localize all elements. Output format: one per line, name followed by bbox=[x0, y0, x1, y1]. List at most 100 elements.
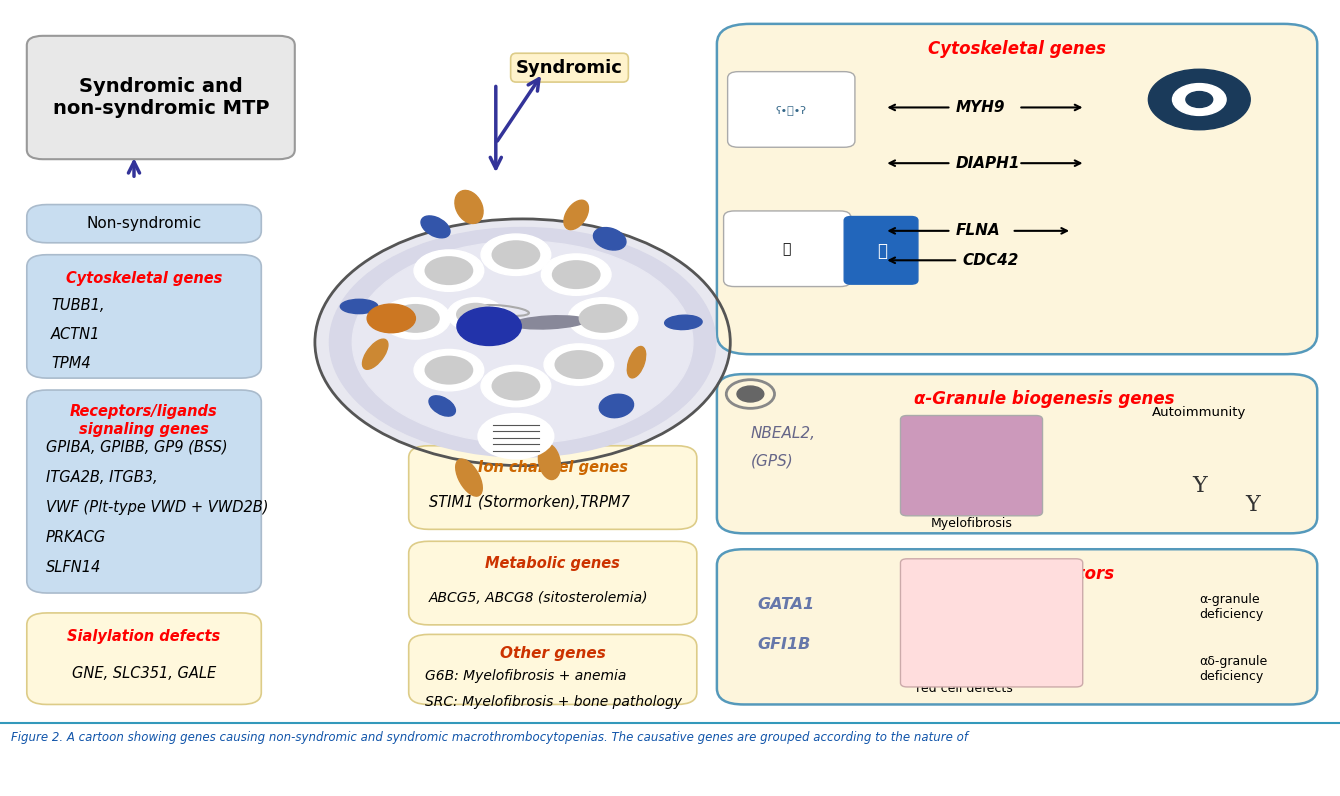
FancyBboxPatch shape bbox=[27, 613, 261, 704]
Text: Syndromic: Syndromic bbox=[516, 59, 623, 76]
Text: VWF (Plt-type VWD + VWD2B): VWF (Plt-type VWD + VWD2B) bbox=[46, 500, 268, 515]
Text: Ion channel genes: Ion channel genes bbox=[478, 460, 627, 475]
Circle shape bbox=[330, 228, 716, 457]
FancyBboxPatch shape bbox=[409, 634, 697, 704]
FancyBboxPatch shape bbox=[844, 217, 918, 284]
Circle shape bbox=[414, 250, 484, 291]
Ellipse shape bbox=[564, 201, 588, 229]
FancyBboxPatch shape bbox=[900, 416, 1043, 516]
Text: ACTN1: ACTN1 bbox=[51, 327, 100, 342]
Ellipse shape bbox=[421, 216, 450, 238]
Circle shape bbox=[1148, 69, 1250, 130]
Ellipse shape bbox=[665, 315, 702, 330]
FancyBboxPatch shape bbox=[409, 541, 697, 625]
Circle shape bbox=[544, 344, 614, 385]
Ellipse shape bbox=[429, 396, 456, 416]
Text: αδ-granule
deficiency: αδ-granule deficiency bbox=[1199, 655, 1268, 683]
Circle shape bbox=[367, 304, 415, 333]
FancyBboxPatch shape bbox=[724, 211, 851, 287]
Ellipse shape bbox=[454, 190, 484, 224]
Circle shape bbox=[456, 302, 496, 326]
Ellipse shape bbox=[599, 394, 634, 418]
Text: Autoimmunity: Autoimmunity bbox=[1152, 406, 1246, 419]
Text: Sialylation defects: Sialylation defects bbox=[67, 629, 221, 644]
Text: NBEAL2,: NBEAL2, bbox=[750, 426, 816, 441]
Text: Syndromic and
non-syndromic MTP: Syndromic and non-syndromic MTP bbox=[52, 77, 269, 118]
Circle shape bbox=[381, 298, 450, 339]
FancyBboxPatch shape bbox=[900, 559, 1083, 687]
FancyBboxPatch shape bbox=[717, 374, 1317, 533]
Text: SLFN14: SLFN14 bbox=[46, 560, 100, 576]
Circle shape bbox=[352, 241, 693, 443]
Circle shape bbox=[541, 254, 611, 295]
Circle shape bbox=[414, 349, 484, 391]
Circle shape bbox=[391, 304, 440, 333]
Circle shape bbox=[481, 234, 551, 275]
Circle shape bbox=[315, 219, 730, 466]
FancyBboxPatch shape bbox=[27, 205, 261, 243]
Text: TPM4: TPM4 bbox=[51, 356, 91, 371]
Text: 👤: 👤 bbox=[876, 242, 887, 259]
Text: FLNA: FLNA bbox=[955, 224, 1000, 238]
FancyBboxPatch shape bbox=[27, 255, 261, 378]
Text: Figure 2. A cartoon showing genes causing non-syndromic and syndromic macrothrom: Figure 2. A cartoon showing genes causin… bbox=[11, 731, 967, 743]
Text: (GPS): (GPS) bbox=[750, 454, 793, 469]
FancyBboxPatch shape bbox=[717, 24, 1317, 354]
Text: CDC42: CDC42 bbox=[962, 253, 1018, 267]
FancyBboxPatch shape bbox=[27, 390, 261, 593]
Circle shape bbox=[448, 298, 504, 331]
FancyBboxPatch shape bbox=[717, 549, 1317, 704]
FancyBboxPatch shape bbox=[728, 72, 855, 147]
Text: Cytoskeletal genes: Cytoskeletal genes bbox=[66, 271, 222, 286]
Text: GNE, SLC351, GALE: GNE, SLC351, GALE bbox=[72, 665, 216, 681]
Text: ABCG5, ABCG8 (sitosterolemia): ABCG5, ABCG8 (sitosterolemia) bbox=[429, 591, 649, 605]
Text: ITGA2B, ITGB3,: ITGA2B, ITGB3, bbox=[46, 470, 157, 485]
Text: PRKACG: PRKACG bbox=[46, 530, 106, 545]
Circle shape bbox=[478, 414, 553, 458]
Circle shape bbox=[552, 260, 600, 289]
Text: 🧠: 🧠 bbox=[783, 242, 791, 256]
Ellipse shape bbox=[340, 299, 378, 314]
Text: TUBB1,: TUBB1, bbox=[51, 298, 105, 314]
Circle shape bbox=[492, 240, 540, 269]
Text: Y: Y bbox=[1245, 494, 1261, 517]
Circle shape bbox=[457, 307, 521, 345]
Circle shape bbox=[555, 350, 603, 379]
Circle shape bbox=[1186, 92, 1213, 107]
Circle shape bbox=[492, 372, 540, 400]
Circle shape bbox=[579, 304, 627, 333]
Circle shape bbox=[568, 298, 638, 339]
Text: Cytoskeletal genes: Cytoskeletal genes bbox=[929, 40, 1106, 58]
Text: Non-syndromic: Non-syndromic bbox=[86, 217, 202, 231]
Text: Receptors/ligands
signaling genes: Receptors/ligands signaling genes bbox=[70, 404, 218, 437]
Circle shape bbox=[481, 365, 551, 407]
Text: Myelofibrosis: Myelofibrosis bbox=[930, 517, 1013, 530]
Ellipse shape bbox=[456, 459, 482, 496]
Ellipse shape bbox=[627, 346, 646, 378]
Text: ʕ•ᴥ•ʔ: ʕ•ᴥ•ʔ bbox=[775, 105, 807, 115]
Text: GPIBA, GPIBB, GP9 (BSS): GPIBA, GPIBB, GP9 (BSS) bbox=[46, 439, 228, 455]
Text: MYH9: MYH9 bbox=[955, 100, 1005, 115]
FancyBboxPatch shape bbox=[27, 36, 295, 159]
Ellipse shape bbox=[513, 316, 586, 329]
Text: SRC: Myelofibrosis + bone pathology: SRC: Myelofibrosis + bone pathology bbox=[425, 695, 682, 709]
Text: Transcription factors: Transcription factors bbox=[919, 565, 1115, 583]
Text: α-granule
deficiency: α-granule deficiency bbox=[1199, 593, 1264, 621]
Circle shape bbox=[737, 386, 764, 402]
Text: α-Granule biogenesis genes: α-Granule biogenesis genes bbox=[914, 390, 1174, 408]
Text: Y: Y bbox=[1191, 474, 1207, 497]
Text: Other genes: Other genes bbox=[500, 646, 606, 661]
Ellipse shape bbox=[539, 444, 560, 479]
Ellipse shape bbox=[363, 339, 387, 369]
FancyBboxPatch shape bbox=[409, 446, 697, 529]
Text: G6B: Myelofibrosis + anemia: G6B: Myelofibrosis + anemia bbox=[425, 669, 626, 684]
Text: STIM1 (Stormorken),TRPM7: STIM1 (Stormorken),TRPM7 bbox=[429, 494, 630, 509]
Circle shape bbox=[425, 256, 473, 285]
Ellipse shape bbox=[594, 228, 626, 250]
Text: red cell defects: red cell defects bbox=[917, 682, 1013, 695]
Circle shape bbox=[425, 356, 473, 384]
Text: DIAPH1: DIAPH1 bbox=[955, 156, 1020, 170]
Text: Metabolic genes: Metabolic genes bbox=[485, 556, 620, 571]
Text: GATA1: GATA1 bbox=[757, 597, 815, 612]
Circle shape bbox=[1172, 84, 1226, 115]
